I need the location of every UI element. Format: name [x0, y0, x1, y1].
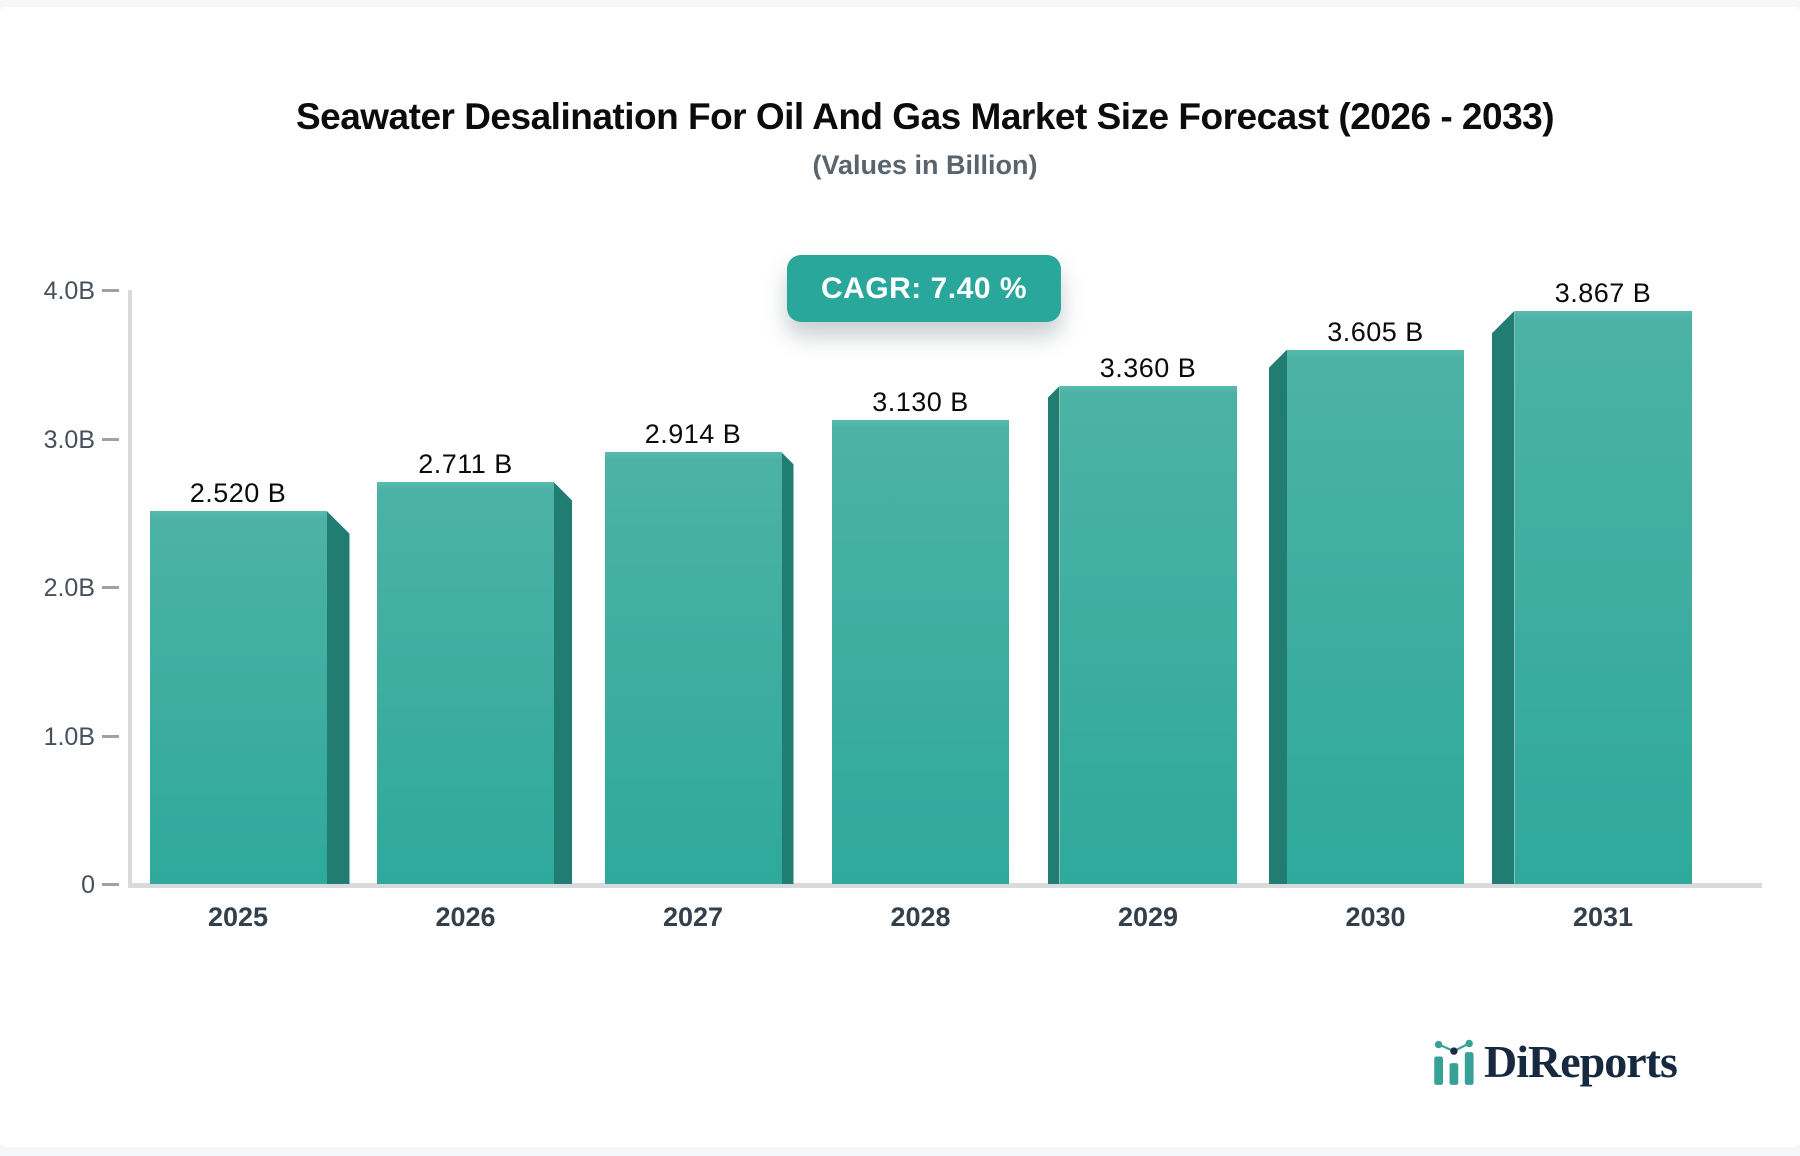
bar-chart-trend-icon	[1434, 1039, 1474, 1085]
x-tick-label-2028: 2028	[890, 902, 951, 932]
bar-2029[interactable]	[1059, 386, 1237, 884]
x-tick-label-2030: 2030	[1345, 902, 1406, 932]
bar-value-label: 3.605 B	[1327, 316, 1424, 347]
bar-value-label: 2.914 B	[644, 419, 742, 450]
x-tick-label-2031: 2031	[1572, 902, 1634, 932]
bar-side-face	[554, 482, 572, 884]
bar-2027[interactable]	[604, 452, 782, 884]
bar-value-label: 3.360 B	[1099, 353, 1197, 384]
bar-side-face	[326, 510, 350, 884]
page-title: Seawater Desalination For Oil And Gas Ma…	[295, 96, 1555, 137]
y-tick-mark	[102, 883, 119, 886]
bar-value-label: 2.520 B	[189, 477, 287, 508]
bar-value-label: 2.711 B	[418, 449, 513, 480]
y-tick-label: 2.0B	[43, 574, 95, 602]
x-tick-label-2027: 2027	[662, 902, 724, 932]
bar-side-face	[1269, 349, 1287, 884]
y-tick-mark	[102, 437, 119, 441]
bar-value-label: 3.130 B	[872, 387, 969, 418]
x-tick-label-2029: 2029	[1117, 902, 1179, 932]
bar-2028[interactable]	[832, 420, 1009, 884]
bar-side-face	[1491, 310, 1515, 884]
bar-2031[interactable]	[1514, 310, 1692, 884]
y-tick-label: 1.0B	[43, 722, 95, 751]
x-tick-label-2026: 2026	[435, 902, 496, 932]
brand-logo[interactable]: DiReports	[1433, 1036, 1678, 1087]
y-tick-mark	[102, 586, 119, 589]
y-tick-mark	[102, 289, 119, 292]
x-axis-line	[128, 883, 1762, 888]
bar-value-label: 3.867 B	[1554, 277, 1652, 308]
brand-name: DiReports	[1484, 1036, 1678, 1087]
bar-2030[interactable]	[1287, 349, 1464, 884]
y-axis-line	[128, 290, 132, 885]
page-subtitle: (Values in Billion)	[812, 150, 1038, 180]
bar-side-face	[781, 452, 794, 884]
bar-2026[interactable]	[377, 482, 554, 884]
y-tick-label: 4.0B	[43, 277, 95, 305]
y-tick-label: 0	[81, 871, 95, 899]
bar-2025[interactable]	[149, 510, 327, 884]
cagr-badge: CAGR: 7.40 %	[786, 255, 1062, 322]
y-tick-label: 3.0B	[43, 425, 95, 454]
y-tick-mark	[102, 734, 119, 738]
bar-side-face	[1047, 386, 1060, 884]
x-tick-label-2025: 2025	[207, 902, 269, 932]
